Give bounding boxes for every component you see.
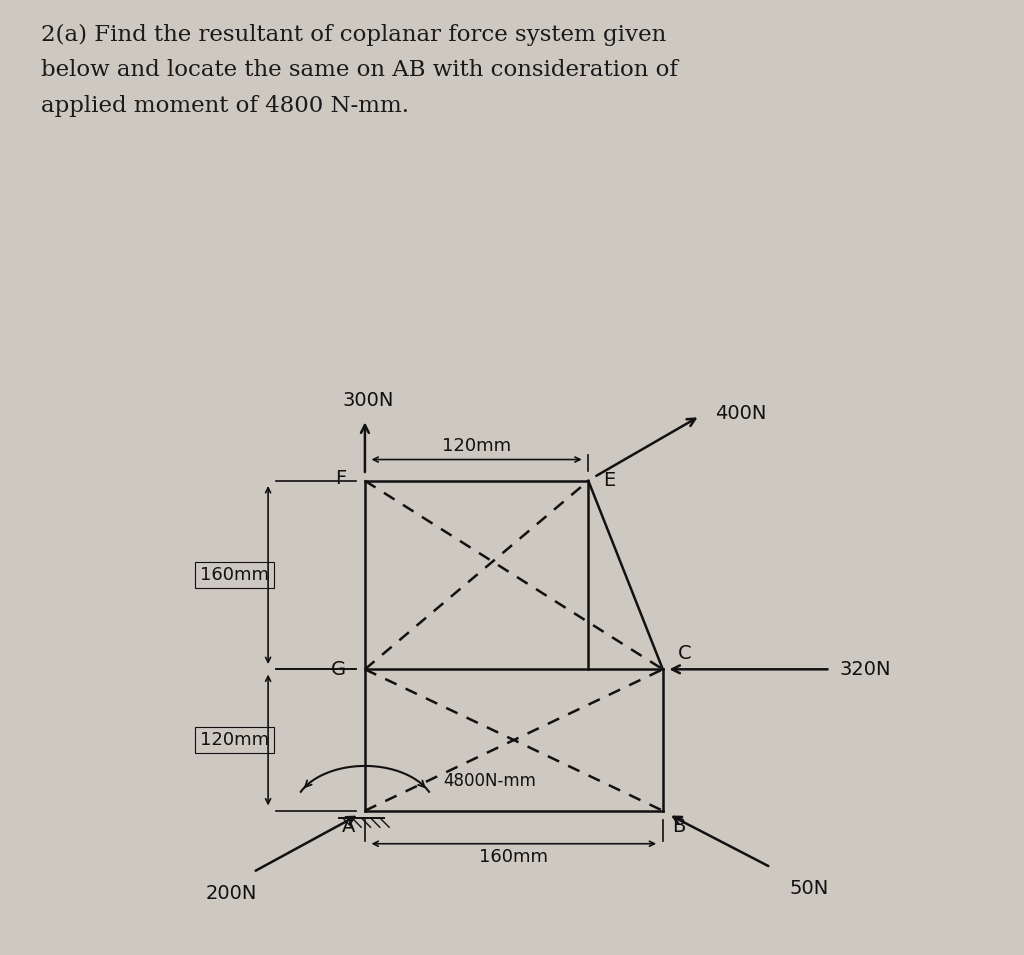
Text: B: B [672, 817, 685, 836]
Text: 50N: 50N [790, 880, 828, 898]
Text: F: F [335, 469, 346, 488]
FancyBboxPatch shape [196, 727, 273, 753]
Text: C: C [678, 645, 691, 664]
Text: E: E [603, 471, 615, 490]
Text: 200N: 200N [205, 883, 257, 902]
Text: G: G [331, 660, 346, 679]
Text: 320N: 320N [840, 660, 891, 679]
Text: 160mm: 160mm [200, 566, 269, 584]
Text: 4800N-mm: 4800N-mm [443, 772, 536, 790]
Text: A: A [342, 817, 355, 836]
Text: 400N: 400N [715, 404, 766, 423]
Text: 120mm: 120mm [200, 731, 269, 749]
Text: applied moment of 4800 N-mm.: applied moment of 4800 N-mm. [41, 95, 409, 117]
Text: 300N: 300N [343, 391, 394, 410]
Text: 2(a) Find the resultant of coplanar force system given: 2(a) Find the resultant of coplanar forc… [41, 24, 667, 46]
Text: 120mm: 120mm [442, 436, 511, 455]
FancyBboxPatch shape [196, 562, 273, 588]
Text: below and locate the same on AB with consideration of: below and locate the same on AB with con… [41, 59, 678, 81]
Text: 160mm: 160mm [479, 848, 549, 866]
